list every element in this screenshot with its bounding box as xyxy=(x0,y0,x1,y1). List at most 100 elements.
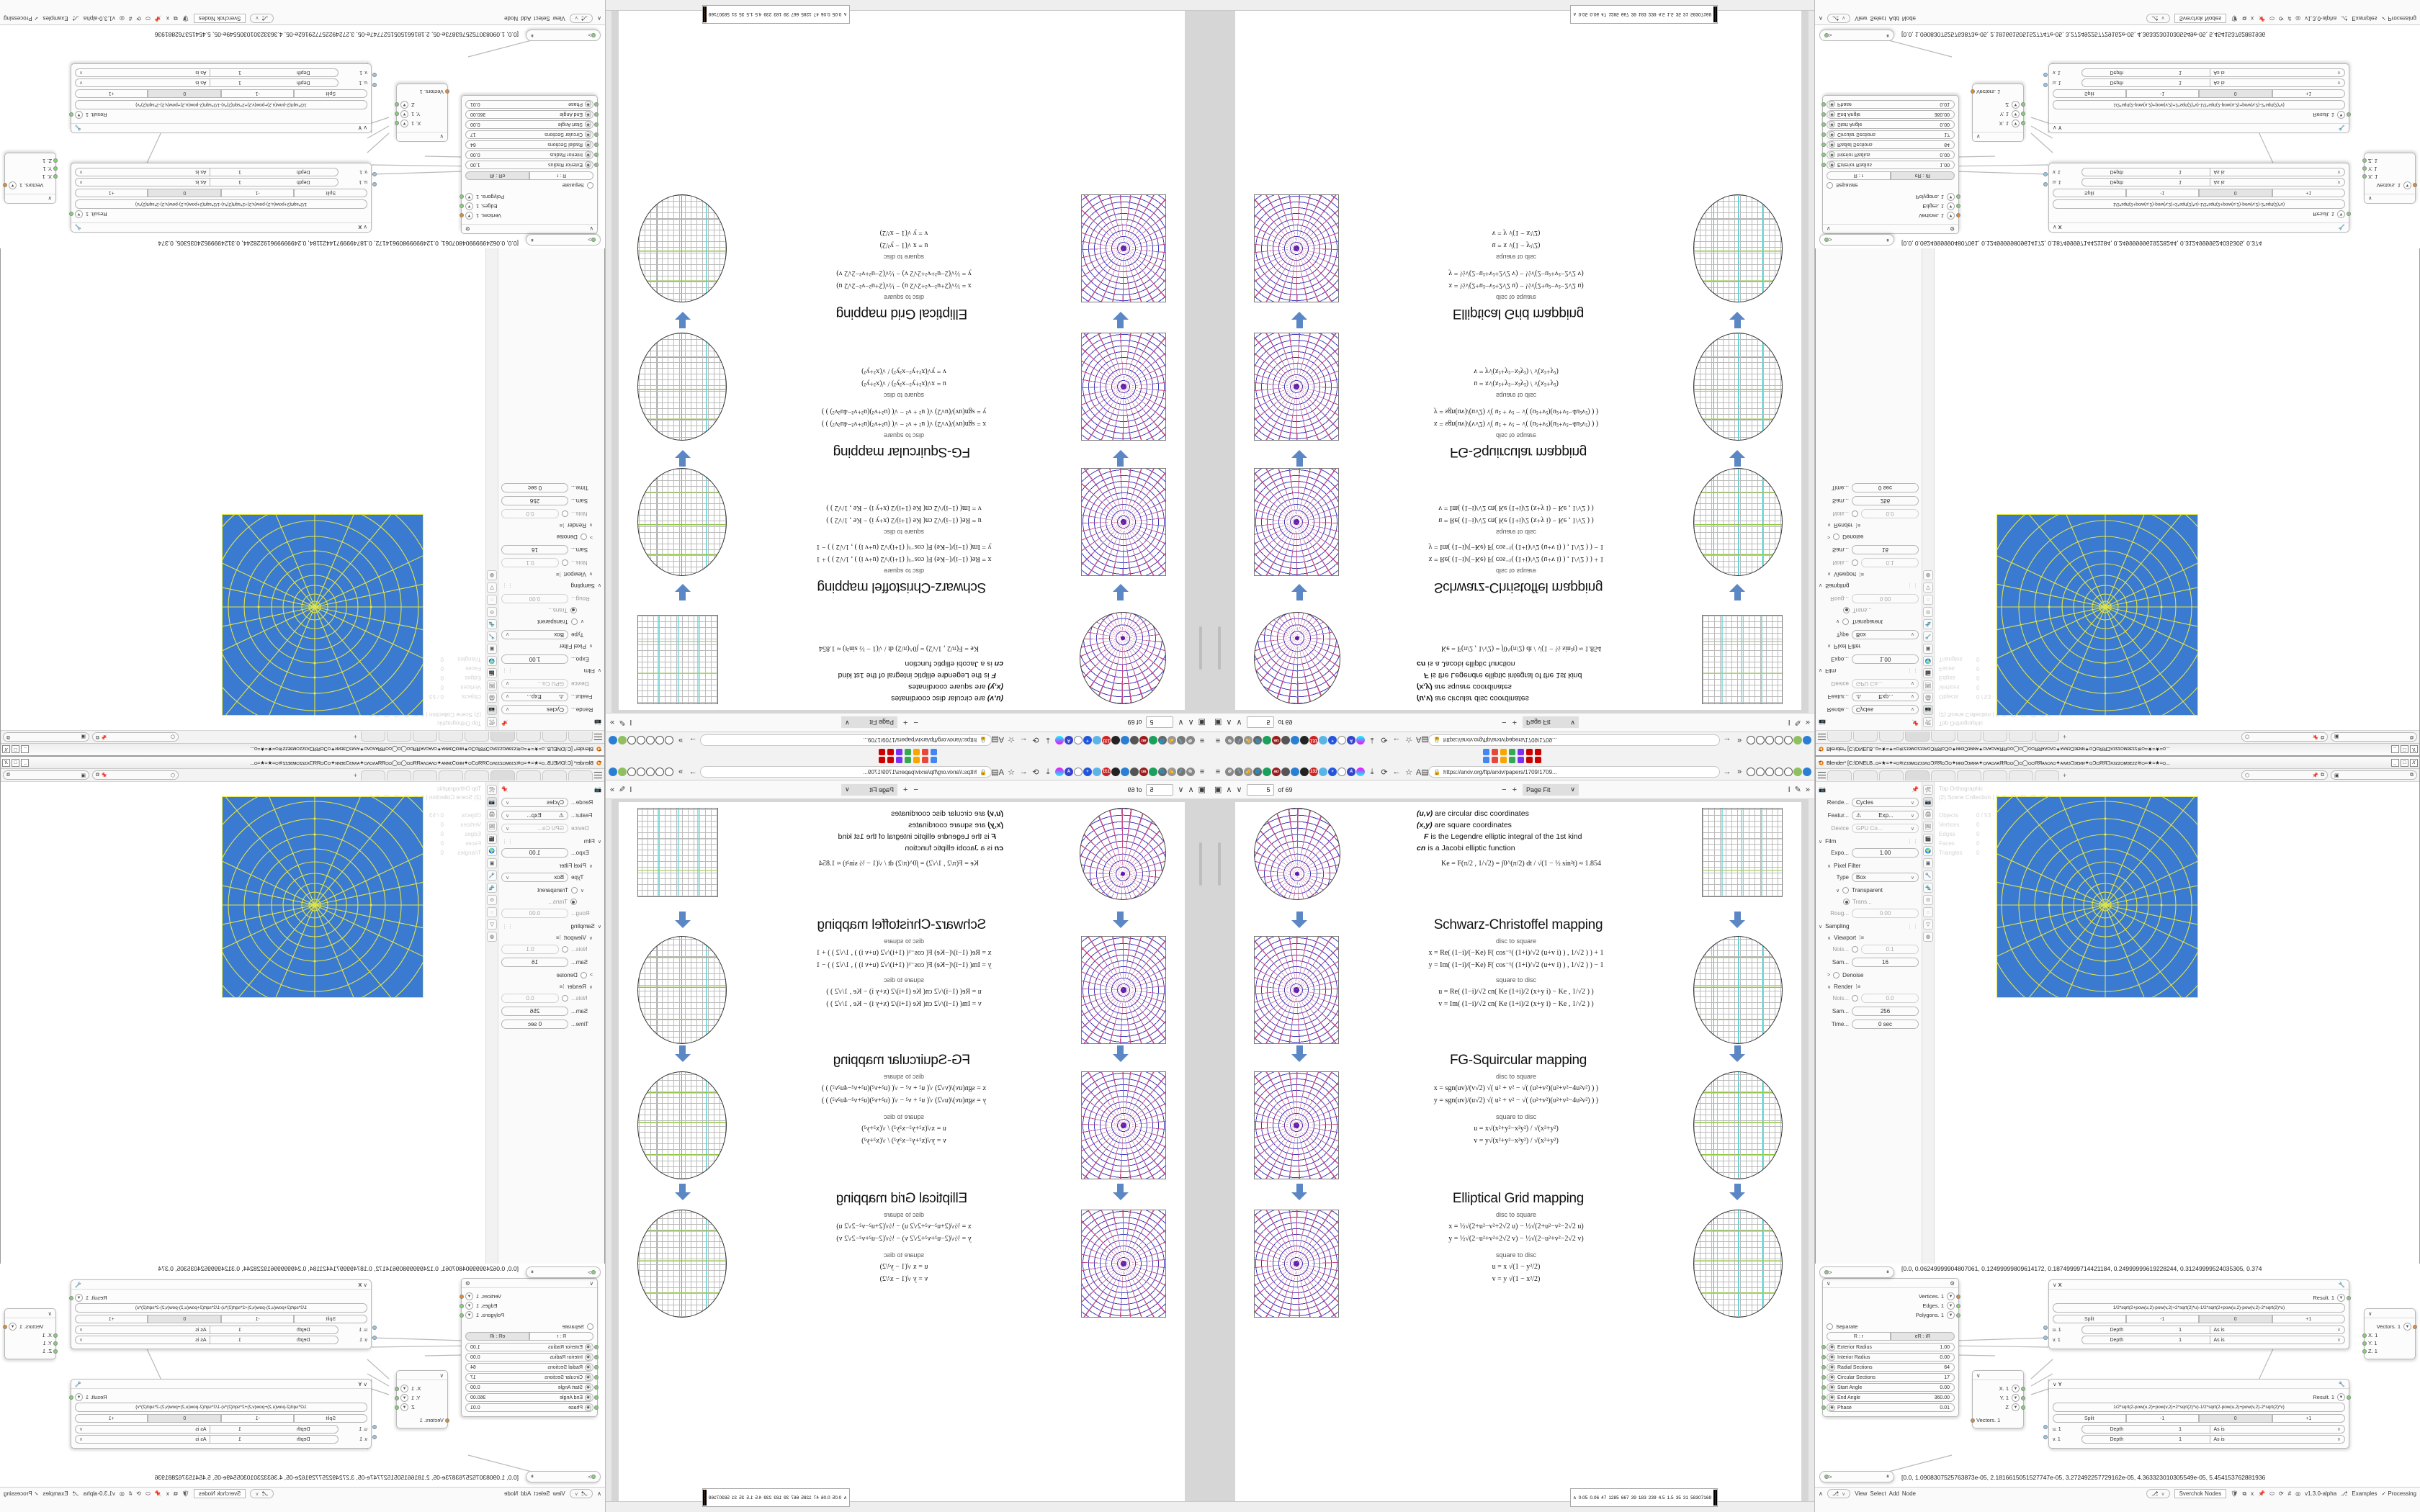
pause-icon[interactable]: ⏸ xyxy=(1886,1269,1889,1275)
pixel-filter-section-header[interactable]: ∨ Pixel Filter xyxy=(1819,643,1919,649)
link-knob-icon[interactable]: ◉ xyxy=(585,1384,591,1391)
node-tool-icon[interactable]: 🔧 xyxy=(2338,224,2345,231)
node-output-result[interactable]: Result. 1 ▼ xyxy=(69,210,367,218)
node-settings-icon[interactable]: ⚙ xyxy=(465,1279,470,1287)
transparent-section-header[interactable]: ∨ Transparent xyxy=(1819,618,1919,625)
node-tool-icon[interactable]: 🔧 xyxy=(75,1380,82,1387)
download-icon[interactable]: ⤓ xyxy=(1370,736,1374,745)
3d-viewport[interactable]: Top Orthographic (2) Scene Collection | … xyxy=(1,782,485,1475)
input-wrap-dropdown[interactable]: As is ∨ xyxy=(2210,1435,2345,1444)
formula-expression-field[interactable]: 1/2*sqrt(2-pow(u,2)+pow(v,2)+2*sqrt(2)*v… xyxy=(2053,1403,2345,1412)
headphone-icon[interactable] xyxy=(655,768,664,776)
new-scene-icon[interactable]: ⧉ xyxy=(2321,772,2324,778)
node-output-edges[interactable]: Edges. 1 ▼ xyxy=(460,1302,593,1310)
snap-element-icon[interactable]: # xyxy=(128,15,133,22)
node-tree-selector[interactable]: ⎇ ∨ xyxy=(2146,1489,2170,1498)
device-dropdown[interactable]: GPU Co... ∨ xyxy=(1852,679,1919,688)
denoise-section-header[interactable]: > Denoise xyxy=(501,534,601,540)
material-tab-icon[interactable]: ◍ xyxy=(1923,932,1933,942)
node-vector-in[interactable]: ∨ Vectors. 1 ▼ X. 1 xyxy=(3,1308,58,1359)
viewport-samples-value[interactable]: 16 xyxy=(501,958,568,967)
chevron-down-icon[interactable]: ▼ xyxy=(2337,210,2345,218)
tool-tab-icon[interactable]: 🛠 xyxy=(487,785,497,795)
formula-expression-field[interactable]: 1/2*sqrt(2+pow(u,2)-pow(v,2)+2*sqrt(2)*u… xyxy=(2053,199,2345,209)
node-header[interactable]: ∨ xyxy=(5,1309,55,1318)
input-row-u[interactable]: u. 1 Depth 1 As is ∨ xyxy=(2043,78,2345,87)
node-menu-node[interactable]: Node xyxy=(1901,1490,1916,1497)
mode-tab-rr[interactable]: R : r xyxy=(529,171,593,180)
socket-blue[interactable] xyxy=(372,83,377,87)
more-tools-icon[interactable]: » xyxy=(610,718,615,727)
link-knob-icon[interactable]: ◉ xyxy=(1829,1394,1835,1401)
node-formula-y[interactable]: ∨ Y 🔧 Result. 1 ▼ 1/2*sqrt(2-pow(u,2)+po… xyxy=(2043,63,2351,133)
next-page-button[interactable]: ∨ xyxy=(1236,786,1242,794)
input-wrap-dropdown[interactable]: As is ∨ xyxy=(2210,1326,2345,1334)
node-editor-type-selector[interactable]: ⎇ ∨ xyxy=(1827,1489,1851,1498)
socket-green[interactable] xyxy=(2362,1349,2367,1354)
link-knob-icon[interactable]: ◉ xyxy=(1829,131,1835,138)
render-noise-row[interactable]: Nois... 0.0 xyxy=(501,509,601,518)
transparent-glass-row[interactable]: Trans... xyxy=(501,607,601,613)
viewport-noise-row[interactable]: Nois... 0.1 xyxy=(1819,945,1919,954)
socket-green[interactable] xyxy=(594,122,599,127)
node-editor-menus[interactable]: View Select Add Node xyxy=(1855,1490,1916,1497)
workspace-tab-3[interactable] xyxy=(1905,732,1930,742)
collection-tab-icon[interactable]: ▣ xyxy=(1923,644,1933,654)
proportional-edit-icon[interactable]: ◎ xyxy=(2295,1490,2301,1497)
node-vector-out[interactable]: ∨ X. 1 ▼ Y. 1 ▼ xyxy=(395,1370,449,1428)
socket-green[interactable] xyxy=(1821,1345,1826,1349)
socket-green[interactable] xyxy=(591,1475,596,1479)
collapse-chevron-icon[interactable]: ∨ xyxy=(48,1310,53,1317)
columns-icon[interactable] xyxy=(1300,768,1309,776)
globe3-icon[interactable] xyxy=(1775,736,1783,744)
blue-drop-icon[interactable] xyxy=(609,768,617,776)
duplicate-tree-icon[interactable]: ⧉ xyxy=(173,15,178,22)
url-bar[interactable]: 🔒 https://arxiv.org/ftp/arxiv/papers/170… xyxy=(1428,766,1720,778)
scene-selector[interactable]: ⬡ 📌 ⧉ xyxy=(2241,732,2328,742)
node-tree-selector[interactable]: ⎇ ∨ xyxy=(250,1489,274,1498)
formula-split-controls[interactable]: Split -1 0 +1 xyxy=(2053,1315,2345,1323)
favicon-7[interactable] xyxy=(879,757,885,763)
formula-expression-field[interactable]: 1/2*sqrt(2+pow(u,2)-pow(v,2)+2*sqrt(2)*u… xyxy=(75,1303,367,1313)
node-tree-name-field[interactable]: Sverchok Nodes xyxy=(2174,1489,2227,1498)
cloud-icon[interactable] xyxy=(1093,736,1101,744)
translate-icon[interactable]: A xyxy=(1065,768,1073,776)
globe2-icon[interactable] xyxy=(665,768,673,776)
param-circular-sections[interactable]: ◉ Circular Sections 17 xyxy=(465,130,599,139)
add-workspace-button[interactable]: + xyxy=(353,771,357,779)
gear-icon[interactable]: ⚙ xyxy=(1225,768,1234,776)
scene-selector[interactable]: ⬡ 📌 ⧉ xyxy=(2241,770,2328,780)
add-workspace-button[interactable]: + xyxy=(2063,771,2067,779)
formula-split-controls[interactable]: Split -1 0 +1 xyxy=(75,1414,367,1423)
roughness-value-field[interactable]: 0.00 xyxy=(1852,594,1919,603)
tool-tab-icon[interactable]: 🛠 xyxy=(1923,717,1933,727)
pin-icon[interactable]: 📌 xyxy=(2312,773,2318,778)
socket-green[interactable] xyxy=(2362,158,2367,163)
scene-tab-icon[interactable]: 🎬 xyxy=(1923,834,1933,844)
socket-green[interactable] xyxy=(2362,166,2367,171)
render-noise-value[interactable]: 0.0 xyxy=(501,994,559,1003)
transparent-glass-checkbox[interactable] xyxy=(570,899,577,905)
socket-green[interactable] xyxy=(1956,1313,1960,1318)
split-button[interactable]: Split xyxy=(2053,1315,2126,1323)
pause-icon[interactable]: ⏸ xyxy=(1886,32,1889,39)
render-tab-icon[interactable]: 📷 xyxy=(487,705,497,715)
input-wrap-dropdown[interactable]: As is ∨ xyxy=(2210,168,2345,176)
chevron-down-icon[interactable]: ▼ xyxy=(75,1393,83,1401)
feature-set-dropdown[interactable]: ⚠ Exp... ∨ xyxy=(1852,692,1919,701)
node-header[interactable]: ∨ X 🔧 xyxy=(71,222,371,232)
chevron-down-icon[interactable]: ▼ xyxy=(465,1302,473,1310)
examples-menu[interactable]: Examples xyxy=(42,15,68,22)
input-wrap-dropdown[interactable]: As is ∨ xyxy=(75,1435,210,1444)
render-engine-row[interactable]: Rende... Cycles ∨ xyxy=(501,705,601,714)
ring-icon[interactable] xyxy=(1337,768,1346,776)
columns-icon[interactable] xyxy=(1300,736,1309,744)
ring-icon[interactable] xyxy=(1337,736,1346,744)
input-row-u[interactable]: u. 1 Depth 1 As is ∨ xyxy=(2043,1326,2345,1334)
node-stethoscope-top[interactable]: > ⏸ xyxy=(526,1266,601,1278)
socket-blue[interactable] xyxy=(2043,1435,2048,1439)
socket-green[interactable] xyxy=(69,112,73,117)
more-tools-icon[interactable]: » xyxy=(1805,785,1810,794)
workspace-tab-3[interactable] xyxy=(490,770,515,780)
socket-green[interactable] xyxy=(1824,1270,1829,1274)
